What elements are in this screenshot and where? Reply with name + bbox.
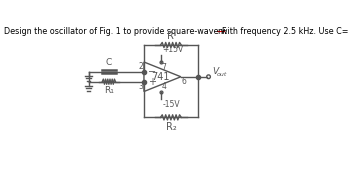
Text: R: R bbox=[168, 31, 174, 41]
Text: .: . bbox=[224, 27, 227, 36]
Text: 7: 7 bbox=[162, 63, 166, 72]
Text: out: out bbox=[216, 73, 227, 78]
Text: R₁: R₁ bbox=[104, 86, 114, 95]
Text: 4: 4 bbox=[162, 82, 166, 91]
Text: −: − bbox=[148, 67, 156, 77]
Text: 741: 741 bbox=[151, 72, 169, 82]
Text: C: C bbox=[106, 58, 112, 67]
Text: +15V: +15V bbox=[162, 45, 184, 54]
Text: R₂: R₂ bbox=[165, 122, 176, 132]
Text: nF: nF bbox=[217, 27, 227, 36]
Text: +: + bbox=[148, 77, 156, 87]
Text: V: V bbox=[212, 67, 218, 76]
Text: 3: 3 bbox=[138, 82, 143, 92]
Text: 6: 6 bbox=[181, 78, 186, 86]
Text: 2: 2 bbox=[139, 62, 143, 71]
Text: -15V: -15V bbox=[162, 100, 180, 109]
Text: Design the oscillator of Fig. 1 to provide square-wave with frequency 2.5 kHz. U: Design the oscillator of Fig. 1 to provi… bbox=[4, 27, 349, 36]
